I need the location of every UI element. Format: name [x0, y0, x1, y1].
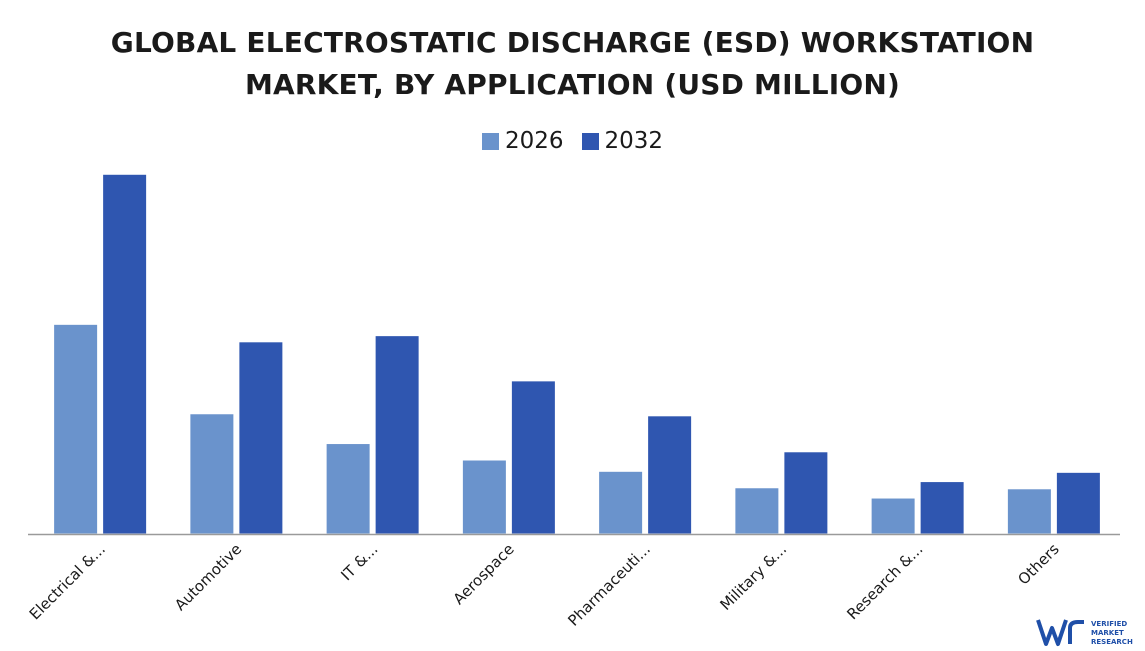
bar-2032-3: [510, 380, 556, 535]
legend-label-2026: 2026: [504, 128, 564, 154]
x-tick-label-5: Military &...: [716, 540, 790, 614]
x-tick-label-7: Others: [1014, 540, 1063, 589]
legend: 2026 2032: [0, 128, 1145, 154]
chart-title: GLOBAL ELECTROSTATIC DISCHARGE (ESD) WOR…: [0, 22, 1145, 106]
bar-2032-4: [647, 415, 693, 535]
bar-2026-5: [734, 487, 780, 535]
chart-title-line-1: GLOBAL ELECTROSTATIC DISCHARGE (ESD) WOR…: [110, 26, 1035, 59]
vmr-logo: VERIFIED MARKET RESEARCH: [1036, 619, 1133, 646]
vmr-logo-line-2: MARKET: [1091, 629, 1124, 637]
legend-swatch-2026: [481, 132, 499, 150]
vmr-logo-line-3: RESEARCH: [1091, 638, 1133, 646]
bar-2026-4: [598, 470, 644, 535]
x-tick-label-3: Aerospace: [450, 540, 518, 608]
bar-2026-3: [461, 459, 507, 535]
bar-2032-0: [102, 173, 148, 535]
legend-swatch-2032: [581, 132, 599, 150]
chart-title-line-2: MARKET, BY APPLICATION (USD MILLION): [244, 68, 901, 101]
bar-2026-7: [1006, 488, 1052, 535]
bar-2032-1: [238, 341, 284, 535]
legend-item-2032: 2032: [581, 128, 664, 154]
bar-2026-1: [189, 413, 235, 535]
vmr-logo-icon: [1036, 619, 1068, 646]
vmr-logo-icon-r: [1068, 620, 1084, 644]
bar-2026-0: [53, 323, 99, 535]
bar-2026-2: [325, 443, 371, 535]
bar-2026-6: [870, 497, 916, 535]
x-tick-label-6: Research &...: [843, 540, 926, 623]
legend-item-2026: 2026: [481, 128, 564, 154]
bar-2032-7: [1055, 471, 1101, 535]
bar-2032-6: [919, 481, 965, 535]
x-tick-label-2: IT &...: [337, 540, 381, 584]
bar-2032-5: [783, 451, 829, 535]
vmr-logo-line-1: VERIFIED: [1091, 620, 1127, 628]
x-tick-label-1: Automotive: [171, 540, 245, 614]
x-tick-label-0: Electrical &...: [26, 540, 109, 623]
legend-label-2032: 2032: [604, 128, 664, 154]
bar-2032-2: [374, 335, 420, 535]
x-tick-label-4: Pharmaceuti...: [564, 540, 654, 630]
